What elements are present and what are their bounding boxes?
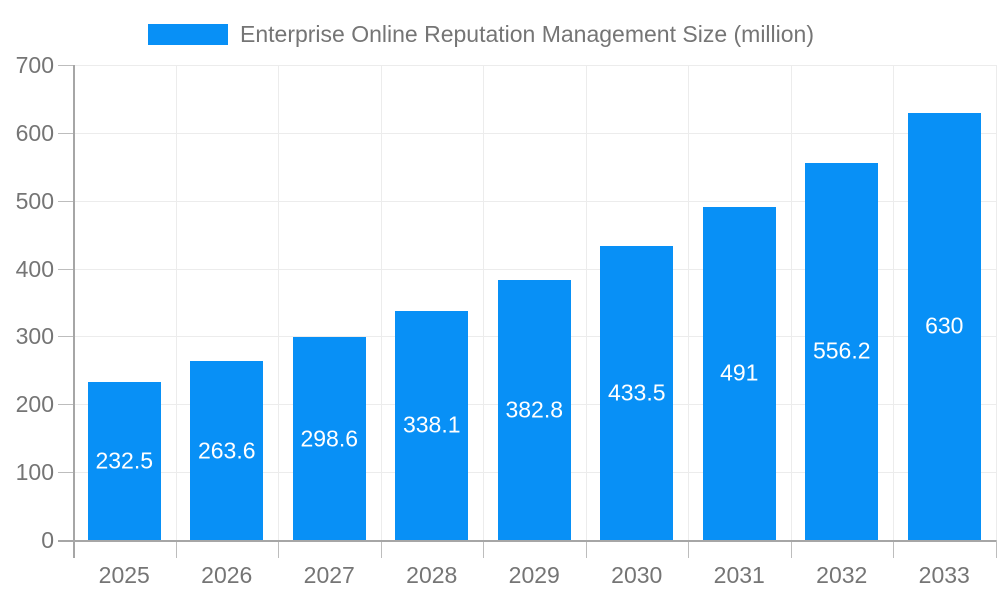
x-axis-label: 2026 — [201, 562, 253, 588]
bar-value-label: 630 — [925, 312, 964, 339]
gridline-vertical — [893, 65, 894, 540]
y-axis-label: 300 — [15, 323, 54, 350]
gridline-vertical — [483, 65, 484, 540]
y-axis-tick — [58, 404, 73, 406]
gridline-vertical — [380, 65, 382, 540]
bar-value-label: 556.2 — [812, 337, 871, 364]
gridline-vertical — [688, 65, 689, 540]
bar-value-label: 382.8 — [505, 396, 564, 423]
bar-2029[interactable]: 382.8 — [497, 280, 571, 540]
y-axis-line — [73, 65, 75, 558]
x-axis-tick — [688, 540, 689, 558]
gridline-vertical — [585, 65, 587, 540]
x-axis-tick — [278, 540, 279, 558]
gridline-horizontal — [73, 65, 996, 66]
y-axis-label: 0 — [41, 527, 54, 553]
gridline-vertical — [278, 65, 279, 540]
bar-2026[interactable]: 263.6 — [190, 361, 264, 540]
gridline-vertical — [175, 65, 177, 540]
bar-2025[interactable]: 232.5 — [87, 382, 161, 540]
x-axis-tick — [175, 540, 177, 558]
x-axis-tick — [995, 540, 997, 558]
legend-swatch — [148, 23, 228, 45]
x-axis-tick — [483, 540, 484, 558]
x-axis-tick — [790, 540, 792, 558]
y-axis-label: 400 — [15, 255, 54, 282]
y-axis-tick — [58, 200, 73, 202]
gridline-vertical — [995, 65, 997, 540]
x-axis-tick — [893, 540, 894, 558]
x-axis-label: 2029 — [508, 562, 560, 588]
y-axis-label: 100 — [15, 459, 54, 486]
y-axis-label: 700 — [15, 52, 54, 78]
y-axis-tick — [58, 336, 73, 338]
x-axis-tick — [380, 540, 382, 558]
bar-value-label: 263.6 — [197, 437, 256, 464]
y-axis-label: 500 — [15, 187, 54, 214]
x-axis-tick — [585, 540, 587, 558]
x-axis-label: 2028 — [406, 562, 458, 588]
y-axis-tick — [58, 472, 73, 474]
bar-2030[interactable]: 433.5 — [600, 245, 674, 540]
x-axis-label: 2032 — [816, 562, 868, 588]
bar-value-label: 433.5 — [607, 379, 666, 406]
x-axis-line — [58, 540, 996, 542]
x-axis-label: 2027 — [303, 562, 355, 588]
gridline-horizontal — [73, 200, 996, 202]
y-axis-tick — [58, 65, 73, 66]
bar-value-label: 298.6 — [300, 425, 359, 452]
bar-2027[interactable]: 298.6 — [292, 337, 366, 540]
bar-2032[interactable]: 556.2 — [805, 162, 879, 540]
bar-2031[interactable]: 491 — [702, 206, 776, 540]
y-axis-tick — [58, 132, 73, 134]
y-axis-tick — [58, 268, 73, 270]
bar-value-label: 338.1 — [402, 411, 461, 438]
bar-2033[interactable]: 630 — [907, 112, 981, 540]
x-axis-label: 2025 — [98, 562, 150, 588]
legend-item[interactable]: Enterprise Online Reputation Management … — [148, 18, 814, 50]
legend-label: Enterprise Online Reputation Management … — [240, 20, 815, 47]
y-axis-label: 200 — [15, 391, 54, 418]
x-axis-label: 2030 — [611, 562, 663, 588]
gridline-vertical — [790, 65, 792, 540]
x-axis-label: 2033 — [918, 562, 970, 588]
bar-value-label: 491 — [720, 359, 759, 386]
gridline-horizontal — [73, 132, 996, 134]
y-axis-label: 600 — [15, 119, 54, 146]
gridline-horizontal — [73, 268, 996, 270]
bar-value-label: 232.5 — [95, 447, 154, 474]
x-axis-label: 2031 — [713, 562, 765, 588]
bar-2028[interactable]: 338.1 — [395, 310, 469, 540]
